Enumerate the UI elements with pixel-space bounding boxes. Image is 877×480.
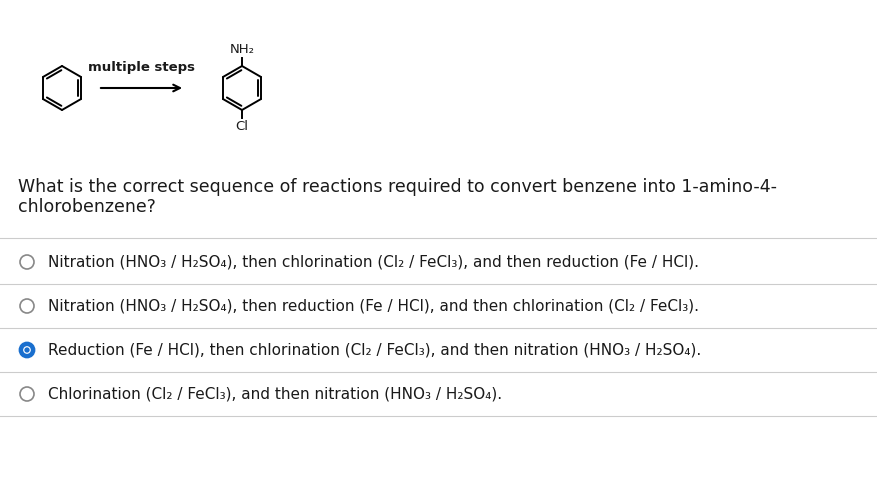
Text: Cl: Cl — [235, 120, 248, 133]
Circle shape — [20, 387, 34, 401]
Circle shape — [20, 299, 34, 313]
Circle shape — [20, 255, 34, 269]
Text: Reduction (Fe / HCl), then chlorination (Cl₂ / FeCl₃), and then nitration (HNO₃ : Reduction (Fe / HCl), then chlorination … — [48, 343, 701, 358]
Text: What is the correct sequence of reactions required to convert benzene into 1-ami: What is the correct sequence of reaction… — [18, 178, 776, 196]
Text: multiple steps: multiple steps — [88, 61, 195, 74]
Text: NH₂: NH₂ — [229, 43, 254, 56]
Circle shape — [23, 346, 31, 354]
Text: Nitration (HNO₃ / H₂SO₄), then chlorination (Cl₂ / FeCl₃), and then reduction (F: Nitration (HNO₃ / H₂SO₄), then chlorinat… — [48, 254, 698, 269]
Circle shape — [20, 343, 34, 357]
Circle shape — [25, 348, 30, 353]
Text: Chlorination (Cl₂ / FeCl₃), and then nitration (HNO₃ / H₂SO₄).: Chlorination (Cl₂ / FeCl₃), and then nit… — [48, 386, 502, 401]
Text: Nitration (HNO₃ / H₂SO₄), then reduction (Fe / HCl), and then chlorination (Cl₂ : Nitration (HNO₃ / H₂SO₄), then reduction… — [48, 299, 698, 313]
Text: chlorobenzene?: chlorobenzene? — [18, 198, 156, 216]
